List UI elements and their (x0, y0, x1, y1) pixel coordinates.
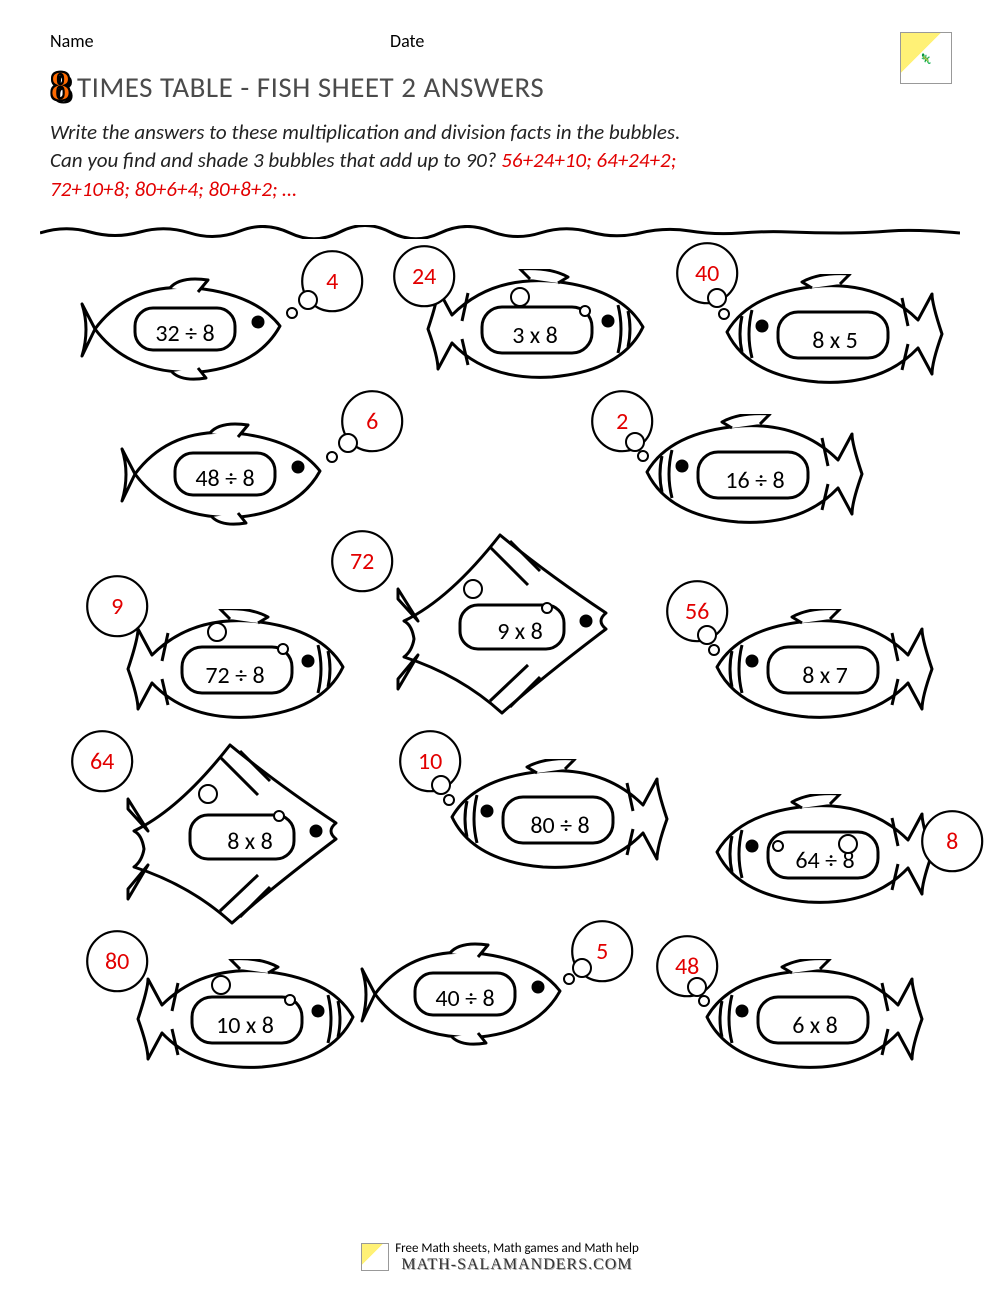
fish-expression: 64 ÷ 8 (775, 846, 875, 875)
fish-expression: 3 x 8 (485, 321, 585, 350)
answer-value: 2 (592, 407, 652, 436)
fish-expression: 6 x 8 (765, 1011, 865, 1040)
instructions: Write the answers to these multiplicatio… (50, 118, 950, 203)
instr-answers-1: 56+24+10; 64+24+2; (501, 147, 676, 173)
answer-value: 64 (72, 747, 132, 776)
answer-value: 56 (667, 597, 727, 626)
fish-expression: 10 x 8 (195, 1011, 295, 1040)
footer-tagline: Free Math sheets, Math games and Math he… (395, 1241, 639, 1256)
answer-value: 80 (87, 947, 147, 976)
fish-expression: 32 ÷ 8 (135, 319, 235, 348)
brand-logo-icon: 🦎 (900, 32, 952, 84)
fish-expression: 48 ÷ 8 (175, 464, 275, 493)
instr-line1: Write the answers to these multiplicatio… (50, 119, 680, 145)
footer-site: MATH-SALAMANDERS.COM (401, 1256, 632, 1273)
answer-value: 9 (87, 592, 147, 621)
fish-expression: 8 x 7 (775, 661, 875, 690)
footer: Free Math sheets, Math games and Math he… (0, 1241, 1000, 1277)
date-label: Date (390, 30, 424, 52)
answer-value: 10 (400, 747, 460, 776)
fish-expression: 40 ÷ 8 (415, 984, 515, 1013)
title-text: TIMES TABLE - FISH SHEET 2 ANSWERS (77, 69, 544, 105)
water-line (40, 225, 960, 239)
answer-value: 8 (922, 827, 982, 856)
name-label: Name (50, 30, 390, 52)
fish-expression: 8 x 8 (200, 827, 300, 856)
answer-value: 5 (572, 937, 632, 966)
answer-value: 4 (302, 267, 362, 296)
page-title: 8 TIMES TABLE - FISH SHEET 2 ANSWERS (50, 66, 950, 108)
instr-line2a: Can you find and shade 3 bubbles that ad… (50, 147, 501, 173)
answer-value: 48 (657, 952, 717, 981)
worksheet-area: 32 ÷ 8 4 3 x 8 24 8 x 5 40 (50, 239, 950, 1179)
footer-logo-icon (361, 1243, 389, 1271)
fish-expression: 8 x 5 (785, 326, 885, 355)
answer-value: 24 (394, 262, 454, 291)
fish-expression: 72 ÷ 8 (185, 661, 285, 690)
fish-expression: 9 x 8 (470, 617, 570, 646)
fish-expression: 80 ÷ 8 (510, 811, 610, 840)
title-digit: 8 (50, 66, 71, 108)
answer-value: 6 (342, 407, 402, 436)
answer-value: 72 (332, 547, 392, 576)
answer-value: 40 (677, 259, 737, 288)
header-row: Name Date (50, 30, 950, 52)
instr-answers-2: 72+10+8; 80+6+4; 80+8+2; … (50, 176, 297, 202)
fish-expression: 16 ÷ 8 (705, 466, 805, 495)
